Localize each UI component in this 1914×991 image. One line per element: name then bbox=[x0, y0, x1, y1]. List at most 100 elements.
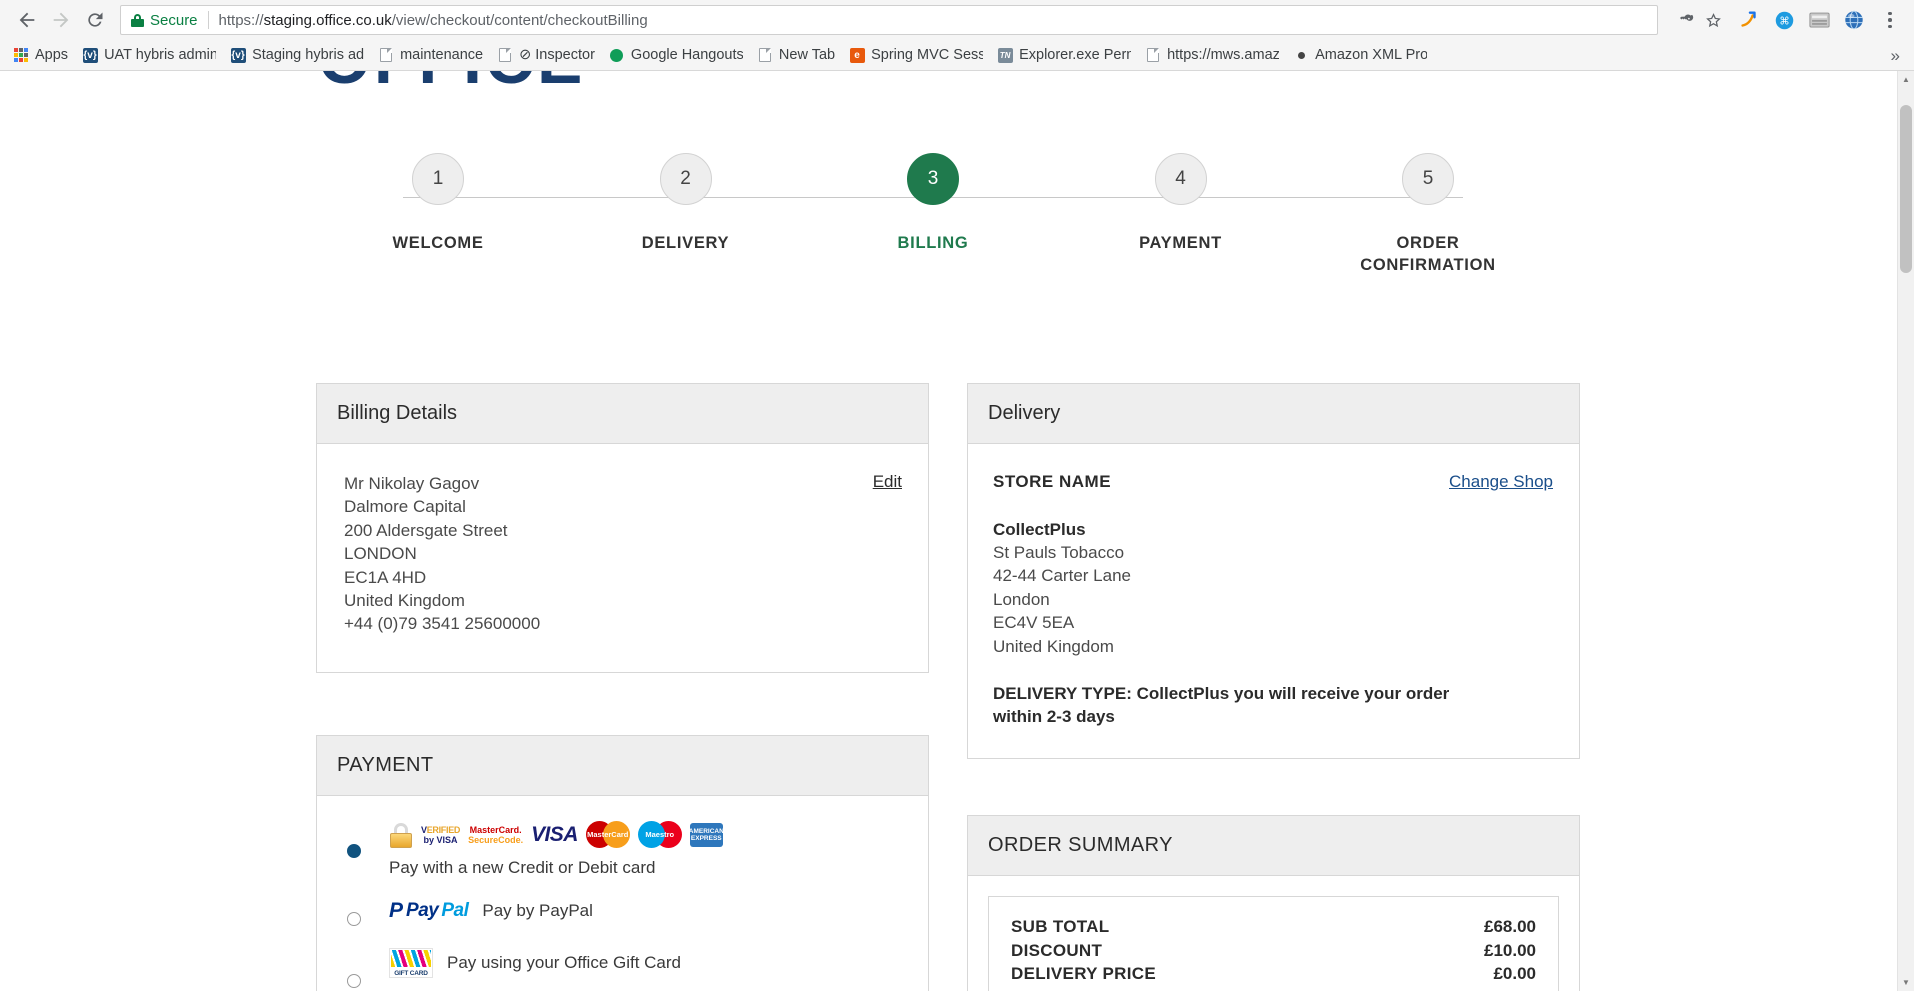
extension-globe-icon[interactable] bbox=[1841, 7, 1867, 33]
spring-icon: e bbox=[849, 47, 865, 63]
right-column: Delivery STORE NAME Change Shop CollectP… bbox=[967, 383, 1580, 991]
scroll-up-arrow-icon[interactable]: ▲ bbox=[1902, 75, 1910, 84]
bookmark-explorer-exe[interactable]: TN Explorer.exe Permane bbox=[990, 45, 1138, 65]
bookmark-apps[interactable]: Apps bbox=[6, 45, 75, 65]
reload-icon[interactable] bbox=[78, 3, 112, 37]
step-number: 2 bbox=[659, 153, 712, 205]
omnibox-actions bbox=[1672, 7, 1726, 33]
hybris-icon: {v} bbox=[230, 47, 246, 63]
card-brand-logos: VERIFIED by VISA MasterCard. SecureCode. V… bbox=[389, 818, 912, 852]
summary-label: DELIVERY PRICE bbox=[1011, 964, 1156, 984]
scrollbar-thumb[interactable] bbox=[1900, 105, 1912, 273]
back-arrow-icon[interactable] bbox=[10, 3, 44, 37]
chrome-menu-icon[interactable] bbox=[1876, 6, 1904, 34]
padlock-icon bbox=[389, 822, 413, 848]
bookmark-spring-mvc-session[interactable]: e Spring MVC Session bbox=[842, 45, 990, 65]
left-column: Billing Details Mr Nikolay Gagov Dalmore… bbox=[316, 383, 929, 991]
checkout-progress-stepper: 1 WELCOME 2 DELIVERY 3 BILLING 4 PAYMENT… bbox=[328, 153, 1538, 328]
step-number: 3 bbox=[907, 153, 959, 205]
office-logo[interactable]: OFFICE bbox=[318, 71, 585, 99]
page-icon bbox=[757, 47, 773, 63]
paypal-icon: P Pay Pal bbox=[389, 899, 469, 923]
password-key-icon[interactable] bbox=[1672, 7, 1698, 33]
payment-radio-card[interactable] bbox=[347, 843, 361, 858]
page-scrollbar[interactable]: ▲ ▼ bbox=[1897, 71, 1914, 991]
forward-arrow-icon bbox=[44, 3, 78, 37]
bookmarks-bar: Apps {v} UAT hybris administra {v} Stagi… bbox=[0, 40, 1914, 71]
payment-radio-paypal[interactable] bbox=[347, 911, 361, 926]
payment-option-giftcard[interactable]: GIFT CARD Pay using your Office Gift Car… bbox=[333, 947, 912, 988]
store-name-value: CollectPlus bbox=[993, 520, 1086, 539]
summary-label: DISCOUNT bbox=[1011, 940, 1103, 960]
extension-icons: ⌘ bbox=[1726, 6, 1904, 34]
step-label: BILLING bbox=[897, 234, 969, 252]
lock-icon bbox=[131, 13, 144, 27]
bookmark-google-hangouts[interactable]: Google Hangouts bbox=[602, 45, 750, 65]
summary-row-discount: DISCOUNT £10.00 bbox=[1011, 939, 1536, 963]
dot-icon bbox=[1293, 47, 1309, 63]
billing-details-heading: Billing Details bbox=[317, 384, 928, 444]
page-icon bbox=[497, 47, 513, 63]
edit-billing-link[interactable]: Edit bbox=[872, 472, 902, 491]
bookmark-label: New Tab bbox=[778, 47, 836, 63]
bookmark-amazon-xml-product[interactable]: Amazon XML Produc bbox=[1286, 45, 1434, 65]
change-shop-link[interactable]: Change Shop bbox=[1449, 472, 1553, 491]
payment-panel: PAYMENT VERIFIED by VISA MasterCard. Secur… bbox=[316, 734, 929, 991]
billing-address: Mr Nikolay Gagov Dalmore Capital 200 Ald… bbox=[344, 474, 541, 634]
step-label: DELIVERY bbox=[641, 234, 730, 252]
apps-grid-icon bbox=[13, 47, 29, 63]
visa-icon: VISA bbox=[531, 822, 578, 846]
bookmark-label: Explorer.exe Permane bbox=[1019, 47, 1131, 63]
step-billing[interactable]: 3 BILLING bbox=[823, 153, 1043, 276]
scroll-down-arrow-icon[interactable]: ▼ bbox=[1902, 978, 1910, 987]
bookmark-new-tab[interactable]: New Tab bbox=[750, 45, 842, 65]
billing-details-panel: Billing Details Mr Nikolay Gagov Dalmore… bbox=[316, 383, 929, 673]
step-number: 5 bbox=[1402, 153, 1454, 205]
step-welcome[interactable]: 1 WELCOME bbox=[328, 153, 548, 276]
payment-option-giftcard-label: Pay using your Office Gift Card bbox=[447, 952, 682, 972]
summary-row-delivery-price: DELIVERY PRICE £0.00 bbox=[1011, 962, 1536, 986]
order-summary-box: SUB TOTAL £68.00 DISCOUNT £10.00 DELIVER… bbox=[988, 896, 1559, 991]
payment-option-card-label: Pay with a new Credit or Debit card bbox=[389, 857, 656, 877]
site-header: OFFICE bbox=[0, 71, 1890, 113]
delivery-type-text: DELIVERY TYPE: CollectPlus you will rece… bbox=[993, 684, 1450, 727]
bookmarks-overflow-icon[interactable]: » bbox=[1884, 40, 1906, 70]
bookmark-staging-hybris[interactable]: {v} Staging hybris admin bbox=[223, 45, 371, 65]
payment-option-card[interactable]: VERIFIED by VISA MasterCard. SecureCode. V… bbox=[333, 818, 912, 878]
page-viewport: OFFICE 1 WELCOME 2 DELIVERY 3 BILLING bbox=[0, 71, 1914, 991]
bookmark-label: Amazon XML Produc bbox=[1315, 47, 1428, 63]
payment-option-paypal[interactable]: P Pay Pal Pay by PayPal bbox=[333, 900, 912, 926]
gift-card-icon: GIFT CARD bbox=[389, 947, 433, 978]
bookmark-star-icon[interactable] bbox=[1700, 7, 1726, 33]
bookmark-label: ⊘ Inspector bbox=[519, 47, 595, 63]
bookmark-label: maintenance bbox=[400, 47, 484, 63]
browser-toolbar: Secure https://staging.office.co.uk/view… bbox=[0, 0, 1914, 40]
verified-by-visa-icon: VERIFIED by VISA bbox=[421, 824, 461, 845]
bookmark-label: Spring MVC Session bbox=[871, 47, 983, 63]
bookmark-inspector[interactable]: ⊘ Inspector bbox=[490, 45, 602, 65]
checkout-columns: Billing Details Mr Nikolay Gagov Dalmore… bbox=[316, 383, 1890, 991]
bookmark-uat-hybris[interactable]: {v} UAT hybris administra bbox=[75, 45, 223, 65]
step-number: 4 bbox=[1154, 153, 1207, 205]
step-payment[interactable]: 4 PAYMENT bbox=[1071, 153, 1291, 276]
delivery-panel: Delivery STORE NAME Change Shop CollectP… bbox=[967, 383, 1580, 760]
bookmark-label: Google Hangouts bbox=[630, 47, 743, 63]
extension-orange-swirl-icon[interactable] bbox=[1736, 7, 1762, 33]
step-delivery[interactable]: 2 DELIVERY bbox=[576, 153, 796, 276]
summary-amount: £68.00 bbox=[1484, 917, 1536, 937]
bookmark-mws-amazon[interactable]: https://mws.amazons bbox=[1138, 45, 1286, 65]
delivery-heading: Delivery bbox=[968, 384, 1579, 444]
bookmark-maintenance[interactable]: maintenance bbox=[371, 45, 490, 65]
extension-command-badge-icon[interactable]: ⌘ bbox=[1771, 7, 1797, 33]
payment-option-paypal-label: Pay by PayPal bbox=[482, 900, 593, 920]
address-bar[interactable]: Secure https://staging.office.co.uk/view… bbox=[120, 5, 1658, 35]
extension-keyboard-icon[interactable] bbox=[1806, 7, 1832, 33]
step-label: PAYMENT bbox=[1139, 234, 1222, 252]
store-address: St Pauls Tobacco 42-44 Carter Lane Londo… bbox=[993, 543, 1131, 656]
tn-icon: TN bbox=[997, 47, 1013, 63]
payment-radio-giftcard[interactable] bbox=[347, 973, 361, 988]
step-order-confirmation[interactable]: 5 ORDER CONFIRMATION bbox=[1318, 153, 1538, 276]
bookmark-label: https://mws.amazons bbox=[1167, 47, 1280, 63]
svg-text:⌘: ⌘ bbox=[1779, 15, 1790, 27]
store-name-label: STORE NAME bbox=[993, 472, 1112, 491]
